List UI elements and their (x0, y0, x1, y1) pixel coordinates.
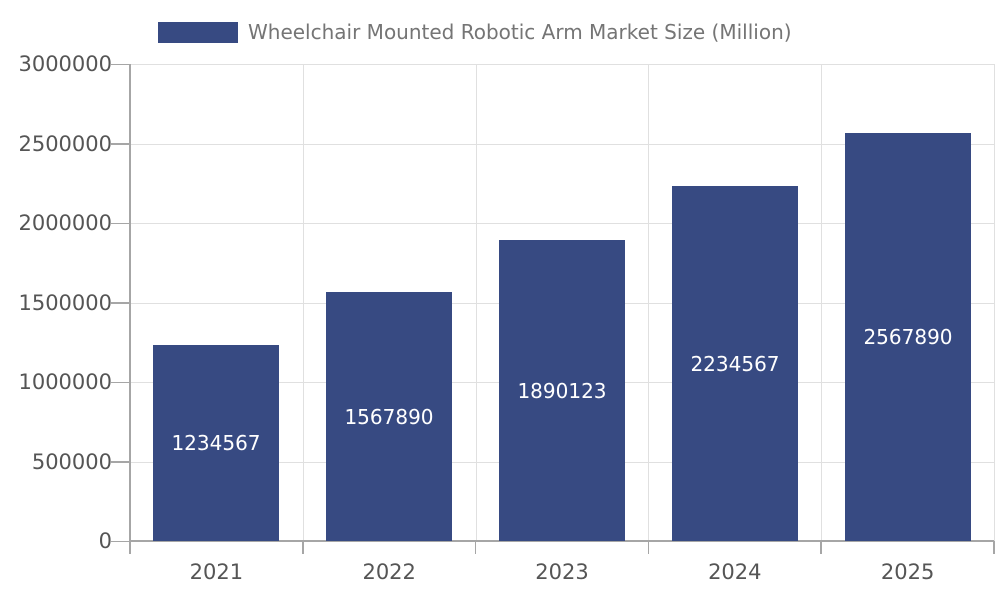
gridline-h (130, 143, 994, 145)
x-axis-tick (647, 541, 650, 554)
x-axis-tick (820, 541, 822, 554)
plot-area: 1234567 1567890 1890123 2234567 2567890 (111, 63, 995, 554)
gridline-h (130, 223, 994, 224)
y-axis-tick (111, 540, 130, 542)
bar-value-label: 2234567 (690, 351, 780, 376)
bar-value-label: 1234567 (171, 431, 261, 455)
gridline-v (303, 64, 304, 541)
bar-value-label: 1567890 (344, 404, 434, 429)
x-axis-tick-label: 2024 (708, 560, 762, 584)
bar-2021: 1234567 (153, 345, 279, 541)
gridline-h (130, 64, 994, 65)
y-axis-tick-label: 500000 (31, 449, 112, 474)
chart-title: Wheelchair Mounted Robotic Arm Market Si… (248, 20, 792, 44)
y-axis-tick (111, 63, 130, 65)
y-axis-tick-label: 1500000 (18, 290, 112, 315)
y-axis-tick-label: 2500000 (18, 131, 112, 156)
y-axis-tick (111, 302, 130, 304)
x-axis-line (130, 540, 994, 542)
y-axis-line (129, 64, 131, 541)
bar-2024: 2234567 (672, 186, 798, 541)
gridline-v (476, 64, 477, 541)
y-axis-tick-label: 3000000 (18, 52, 112, 76)
bar-2023: 1890123 (499, 240, 625, 541)
bar-value-label: 1890123 (517, 378, 607, 403)
gridline-v (821, 64, 822, 541)
x-axis-tick (474, 541, 477, 554)
x-axis-tick-label: 2023 (535, 560, 589, 584)
y-axis-tick (111, 381, 130, 383)
x-axis-tick-label: 2021 (189, 560, 244, 584)
y-axis-tick-label: 2000000 (18, 211, 112, 235)
gridline-v (994, 64, 995, 541)
x-axis-tick (302, 541, 304, 554)
y-axis-tick (111, 461, 130, 463)
bar-value-label: 2567890 (863, 325, 953, 349)
legend[interactable]: Wheelchair Mounted Robotic Arm Market Si… (158, 18, 792, 46)
x-axis-tick-label: 2025 (880, 560, 935, 584)
legend-swatch (158, 21, 238, 43)
gridline-v (648, 64, 649, 541)
y-axis-tick (111, 143, 130, 145)
y-axis-tick-label: 1000000 (18, 370, 112, 394)
bar-2025: 2567890 (845, 133, 971, 541)
y-axis-tick (111, 222, 130, 224)
x-axis-tick-label: 2022 (362, 560, 416, 584)
bar-2022: 1567890 (326, 292, 452, 541)
x-axis-tick (993, 541, 995, 554)
x-axis-tick (129, 541, 131, 554)
y-axis-tick-label: 0 (98, 529, 112, 553)
